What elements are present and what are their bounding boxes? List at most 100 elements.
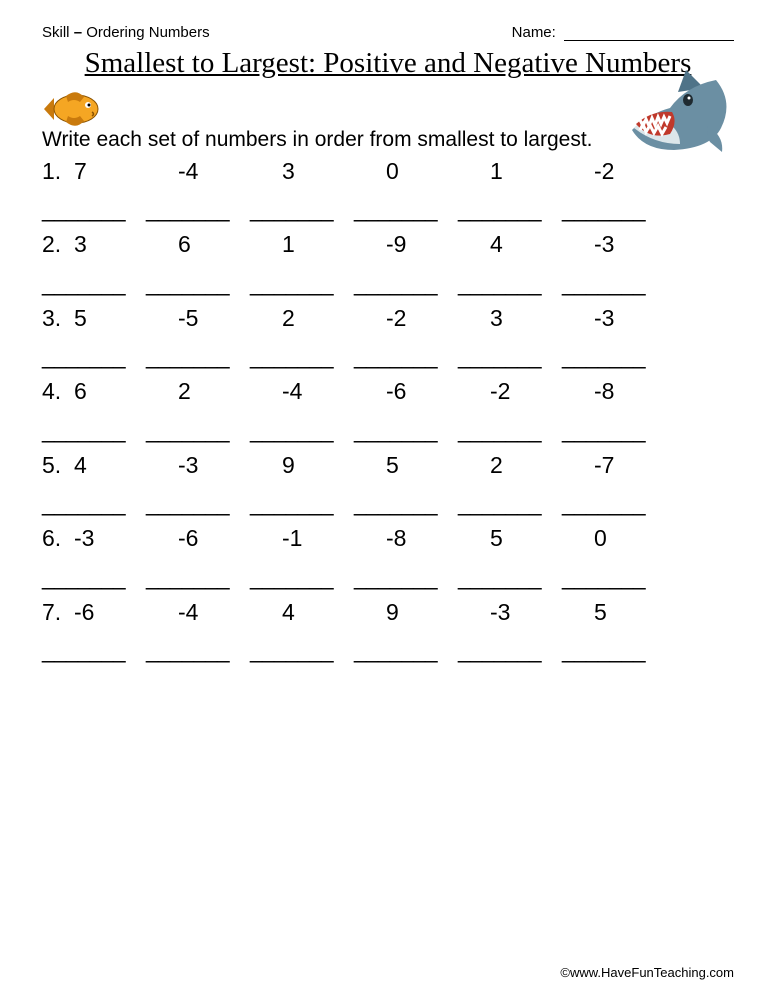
number-cell: -4: [282, 378, 386, 405]
number-cell: 7: [74, 158, 178, 185]
number-cell: 2: [282, 305, 386, 332]
answer-blank[interactable]: _______: [250, 415, 354, 443]
number-cell: -3: [178, 452, 282, 479]
number-cell: 3: [490, 305, 594, 332]
answer-row: ________________________________________…: [42, 415, 734, 443]
number-cell: -2: [594, 158, 698, 185]
problem-number: 3.: [42, 305, 74, 332]
number-row: 3.5-52-23-3: [42, 305, 734, 332]
answer-blank[interactable]: _______: [146, 415, 250, 443]
answer-blank[interactable]: _______: [354, 342, 458, 370]
answer-blank[interactable]: _______: [458, 636, 562, 664]
number-row: 5.4-3952-7: [42, 452, 734, 479]
problem-number: 7.: [42, 599, 74, 626]
number-cell: -6: [74, 599, 178, 626]
answer-blank[interactable]: _______: [146, 195, 250, 223]
number-row: 7.-6-449-35: [42, 599, 734, 626]
answer-blank[interactable]: _______: [458, 195, 562, 223]
number-cell: -3: [490, 599, 594, 626]
number-cell: 5: [594, 599, 698, 626]
answer-blank[interactable]: _______: [146, 342, 250, 370]
answer-blank[interactable]: _______: [354, 195, 458, 223]
answer-blank[interactable]: _______: [42, 415, 146, 443]
answer-blank[interactable]: _______: [250, 342, 354, 370]
number-cell: 5: [386, 452, 490, 479]
answer-blank[interactable]: _______: [562, 489, 666, 517]
answer-blank[interactable]: _______: [458, 415, 562, 443]
number-cell: 2: [490, 452, 594, 479]
number-cell: -1: [282, 525, 386, 552]
number-cell: 2: [178, 378, 282, 405]
skill-value: Ordering Numbers: [86, 24, 209, 41]
number-cell: -8: [594, 378, 698, 405]
answer-row: ________________________________________…: [42, 562, 734, 590]
answer-blank[interactable]: _______: [250, 636, 354, 664]
fish-icon: [42, 88, 104, 130]
problem-row: 6.-3-6-1-850____________________________…: [42, 525, 734, 590]
problems-list: 1.7-4301-2______________________________…: [42, 158, 734, 664]
answer-blank[interactable]: _______: [42, 562, 146, 590]
name-blank-line[interactable]: [564, 40, 734, 41]
answer-blank[interactable]: _______: [146, 268, 250, 296]
name-field: Name:: [512, 24, 734, 41]
answer-blank[interactable]: _______: [354, 415, 458, 443]
answer-blank[interactable]: _______: [562, 562, 666, 590]
problem-number: 6.: [42, 525, 74, 552]
number-cell: 0: [594, 525, 698, 552]
answer-blank[interactable]: _______: [42, 636, 146, 664]
number-cell: -3: [74, 525, 178, 552]
answer-blank[interactable]: _______: [42, 342, 146, 370]
number-cell: -3: [594, 231, 698, 258]
answer-blank[interactable]: _______: [458, 489, 562, 517]
answer-blank[interactable]: _______: [354, 268, 458, 296]
number-row: 6.-3-6-1-850: [42, 525, 734, 552]
answer-blank[interactable]: _______: [458, 562, 562, 590]
number-cell: -2: [386, 305, 490, 332]
answer-blank[interactable]: _______: [458, 268, 562, 296]
answer-blank[interactable]: _______: [354, 636, 458, 664]
answer-blank[interactable]: _______: [250, 268, 354, 296]
answer-blank[interactable]: _______: [250, 562, 354, 590]
answer-row: ________________________________________…: [42, 489, 734, 517]
number-cell: 0: [386, 158, 490, 185]
answer-row: ________________________________________…: [42, 342, 734, 370]
number-row: 2.361-94-3: [42, 231, 734, 258]
number-cell: 3: [282, 158, 386, 185]
number-cell: -3: [594, 305, 698, 332]
problem-number: 5.: [42, 452, 74, 479]
skill-label: Skill – Ordering Numbers: [42, 24, 210, 41]
answer-blank[interactable]: _______: [250, 195, 354, 223]
answer-blank[interactable]: _______: [42, 195, 146, 223]
answer-blank[interactable]: _______: [42, 268, 146, 296]
answer-blank[interactable]: _______: [146, 489, 250, 517]
answer-blank[interactable]: _______: [146, 562, 250, 590]
answer-blank[interactable]: _______: [562, 342, 666, 370]
number-cell: 6: [178, 231, 282, 258]
answer-blank[interactable]: _______: [562, 195, 666, 223]
answer-blank[interactable]: _______: [458, 342, 562, 370]
answer-blank[interactable]: _______: [354, 489, 458, 517]
number-cell: 5: [490, 525, 594, 552]
answer-row: ________________________________________…: [42, 636, 734, 664]
answer-blank[interactable]: _______: [562, 636, 666, 664]
problem-row: 4.62-4-6-2-8____________________________…: [42, 378, 734, 443]
answer-blank[interactable]: _______: [562, 268, 666, 296]
number-cell: -9: [386, 231, 490, 258]
answer-blank[interactable]: _______: [354, 562, 458, 590]
name-label: Name:: [512, 24, 556, 41]
number-cell: -4: [178, 599, 282, 626]
answer-blank[interactable]: _______: [562, 415, 666, 443]
problem-number: 4.: [42, 378, 74, 405]
skill-prefix: Skill: [42, 24, 70, 41]
number-cell: -2: [490, 378, 594, 405]
problem-row: 5.4-3952-7______________________________…: [42, 452, 734, 517]
answer-blank[interactable]: _______: [250, 489, 354, 517]
answer-blank[interactable]: _______: [42, 489, 146, 517]
number-cell: 4: [74, 452, 178, 479]
problem-number: 2.: [42, 231, 74, 258]
number-cell: 9: [386, 599, 490, 626]
number-cell: 1: [282, 231, 386, 258]
problem-number: 1.: [42, 158, 74, 185]
shark-icon: [626, 66, 734, 158]
answer-blank[interactable]: _______: [146, 636, 250, 664]
